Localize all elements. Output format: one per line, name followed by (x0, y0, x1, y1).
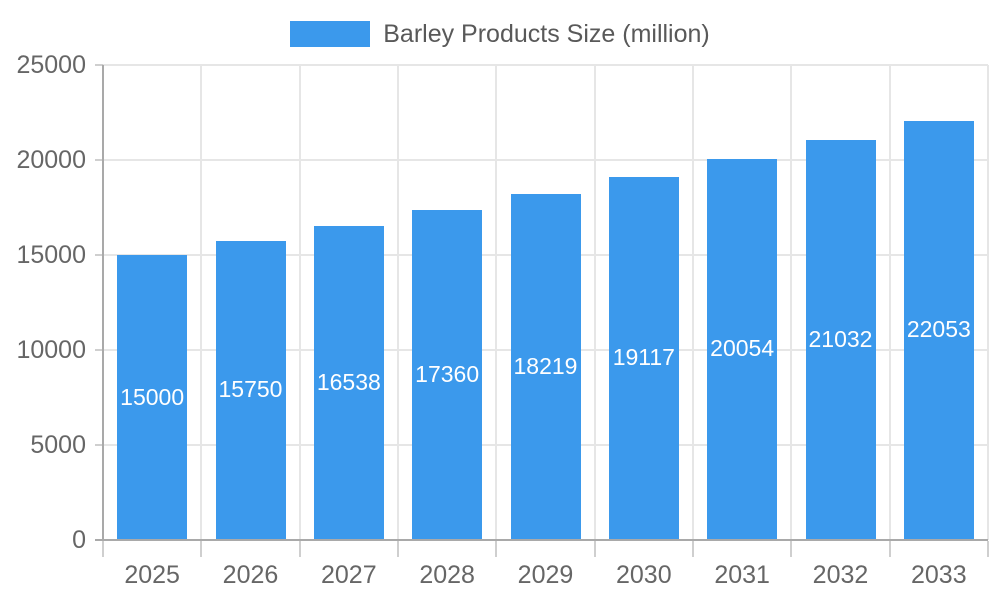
y-tick-label: 5000 (30, 431, 86, 459)
x-axis-tick (987, 541, 989, 557)
y-tick-label: 15000 (16, 241, 86, 269)
bar: 22053 (903, 120, 974, 539)
x-axis-tick (495, 541, 498, 557)
legend[interactable]: Barley Products Size (million) (0, 20, 1000, 48)
x-axis-tick (397, 541, 399, 557)
gridline (593, 65, 596, 540)
gridline (692, 65, 694, 540)
bar-value-label: 19117 (612, 344, 675, 371)
y-axis-tick (95, 254, 103, 256)
gridline (888, 65, 891, 540)
bar: 19117 (608, 176, 679, 539)
x-tick-label: 2029 (517, 561, 574, 589)
x-axis-tick (102, 541, 104, 557)
bar: 20054 (707, 158, 778, 539)
x-tick-label: 2030 (616, 561, 672, 589)
y-tick-label: 20000 (16, 146, 86, 174)
x-axis-tick (692, 541, 694, 557)
bar: 18219 (510, 193, 581, 539)
bar-value-label: 16538 (316, 368, 381, 395)
x-axis-tick (790, 541, 793, 557)
y-tick-label: 25000 (16, 51, 86, 79)
bar-value-label: 15750 (218, 376, 283, 403)
bar: 17360 (412, 210, 483, 539)
y-axis-tick (95, 444, 103, 446)
bar: 16538 (313, 225, 384, 539)
bar-value-label: 22053 (906, 316, 971, 343)
bar: 15750 (215, 240, 286, 539)
gridline (298, 65, 301, 540)
gridline (987, 65, 989, 540)
legend-label: Barley Products Size (million) (383, 19, 710, 48)
y-axis-tick (95, 349, 103, 351)
y-axis-tick (95, 64, 103, 66)
gridline (790, 65, 793, 540)
gridline (103, 159, 988, 161)
x-tick-label: 2028 (419, 561, 475, 589)
x-axis-tick (888, 541, 891, 557)
x-tick-label: 2033 (911, 561, 967, 589)
bar-value-label: 18219 (513, 352, 578, 379)
bar-value-label: 17360 (415, 361, 480, 388)
x-axis-line (95, 539, 988, 541)
x-tick-label: 2027 (321, 561, 377, 589)
bar-value-label: 15000 (120, 383, 185, 410)
x-tick-label: 2025 (124, 561, 180, 589)
x-axis-tick (200, 541, 203, 557)
x-axis-tick (593, 541, 596, 557)
gridline (103, 64, 988, 66)
bar: 15000 (117, 255, 188, 539)
legend-swatch (290, 21, 371, 47)
y-tick-label: 0 (72, 526, 86, 554)
bar-value-label: 21032 (808, 326, 873, 353)
y-axis-tick (95, 159, 103, 161)
x-tick-label: 2032 (812, 561, 869, 589)
x-tick-label: 2026 (222, 561, 279, 589)
x-axis-tick (298, 541, 301, 557)
y-axis-line (102, 65, 104, 541)
bar: 21032 (805, 140, 876, 539)
y-tick-label: 10000 (16, 336, 86, 364)
gridline (495, 65, 498, 540)
gridline (200, 65, 203, 540)
bar-value-label: 20054 (710, 335, 775, 362)
x-tick-label: 2031 (714, 561, 770, 589)
gridline (397, 65, 399, 540)
